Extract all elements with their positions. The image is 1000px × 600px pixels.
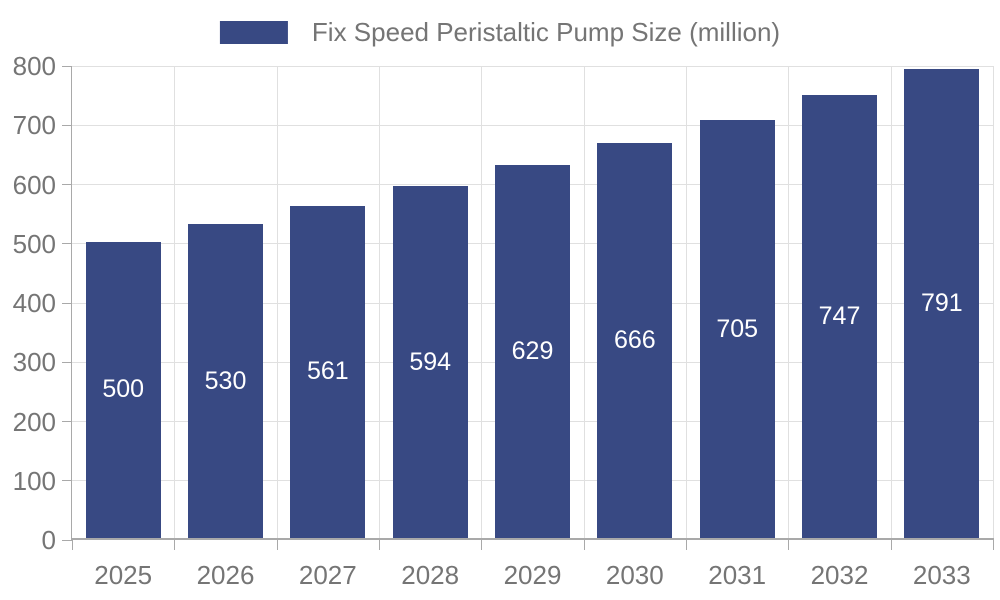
bar[interactable]: 500 — [85, 241, 161, 539]
x-tick — [481, 540, 483, 550]
bar-value-label: 500 — [102, 375, 145, 404]
y-axis-label: 0 — [41, 525, 56, 555]
bar[interactable]: 705 — [699, 120, 775, 538]
bar[interactable]: 629 — [495, 165, 570, 538]
y-axis-label: 200 — [12, 406, 56, 437]
y-axis-label: 400 — [12, 288, 56, 318]
x-axis-label: 2029 — [503, 560, 562, 590]
bar-value-label: 791 — [920, 289, 963, 318]
x-tick — [890, 540, 892, 550]
bar-value-label: 705 — [716, 314, 759, 343]
x-axis-label: 2025 — [94, 560, 153, 590]
y-axis-label: 700 — [12, 110, 56, 141]
bar-value-label: 747 — [818, 302, 861, 331]
x-tick — [583, 540, 585, 550]
x-axis-label: 2033 — [912, 560, 971, 590]
bar-value-label: 530 — [204, 366, 247, 395]
legend-label: Fix Speed Peristaltic Pump Size (million… — [311, 17, 781, 47]
x-axis-label: 2026 — [196, 560, 255, 590]
gridline — [72, 124, 993, 126]
y-axis-label: 300 — [12, 347, 56, 378]
x-axis-label: 2028 — [401, 560, 460, 590]
bar[interactable]: 594 — [392, 186, 468, 538]
y-axis-line — [71, 66, 72, 540]
y-tick — [62, 124, 72, 126]
legend[interactable]: Fix Speed Peristaltic Pump Size (million… — [219, 17, 781, 48]
x-tick — [379, 540, 380, 550]
y-tick — [62, 302, 72, 304]
bar-value-label: 561 — [306, 357, 349, 386]
bar-value-label: 629 — [511, 337, 554, 366]
bar[interactable]: 561 — [290, 205, 366, 538]
y-tick — [62, 539, 72, 541]
x-axis-label: 2030 — [605, 560, 664, 590]
y-axis-label: 100 — [12, 465, 56, 496]
y-tick — [62, 243, 72, 245]
right-spine — [993, 66, 994, 550]
bar-value-label: 666 — [613, 326, 656, 355]
x-axis-label: 2031 — [708, 560, 767, 590]
y-axis-label: 600 — [12, 169, 56, 200]
y-tick — [62, 421, 72, 422]
y-tick — [62, 184, 72, 185]
y-axis-label: 800 — [12, 51, 56, 81]
y-axis-label: 500 — [12, 228, 56, 259]
legend-swatch — [219, 21, 288, 44]
x-tick — [72, 540, 73, 550]
bar[interactable]: 791 — [904, 69, 980, 538]
bar[interactable]: 666 — [597, 143, 673, 538]
x-tick — [788, 540, 790, 550]
x-tick — [686, 540, 687, 550]
x-tick — [276, 540, 278, 550]
y-tick — [62, 361, 72, 363]
x-axis-label: 2027 — [298, 560, 357, 590]
y-tick — [62, 65, 72, 67]
x-axis-label: 2032 — [810, 560, 869, 590]
x-tick — [993, 540, 994, 550]
x-tick — [174, 540, 176, 550]
bar[interactable]: 530 — [188, 224, 263, 538]
bar-value-label: 594 — [409, 347, 452, 376]
x-axis-line — [71, 538, 994, 540]
bar[interactable]: 747 — [802, 95, 877, 538]
y-tick — [62, 480, 72, 482]
gridline — [72, 65, 993, 67]
